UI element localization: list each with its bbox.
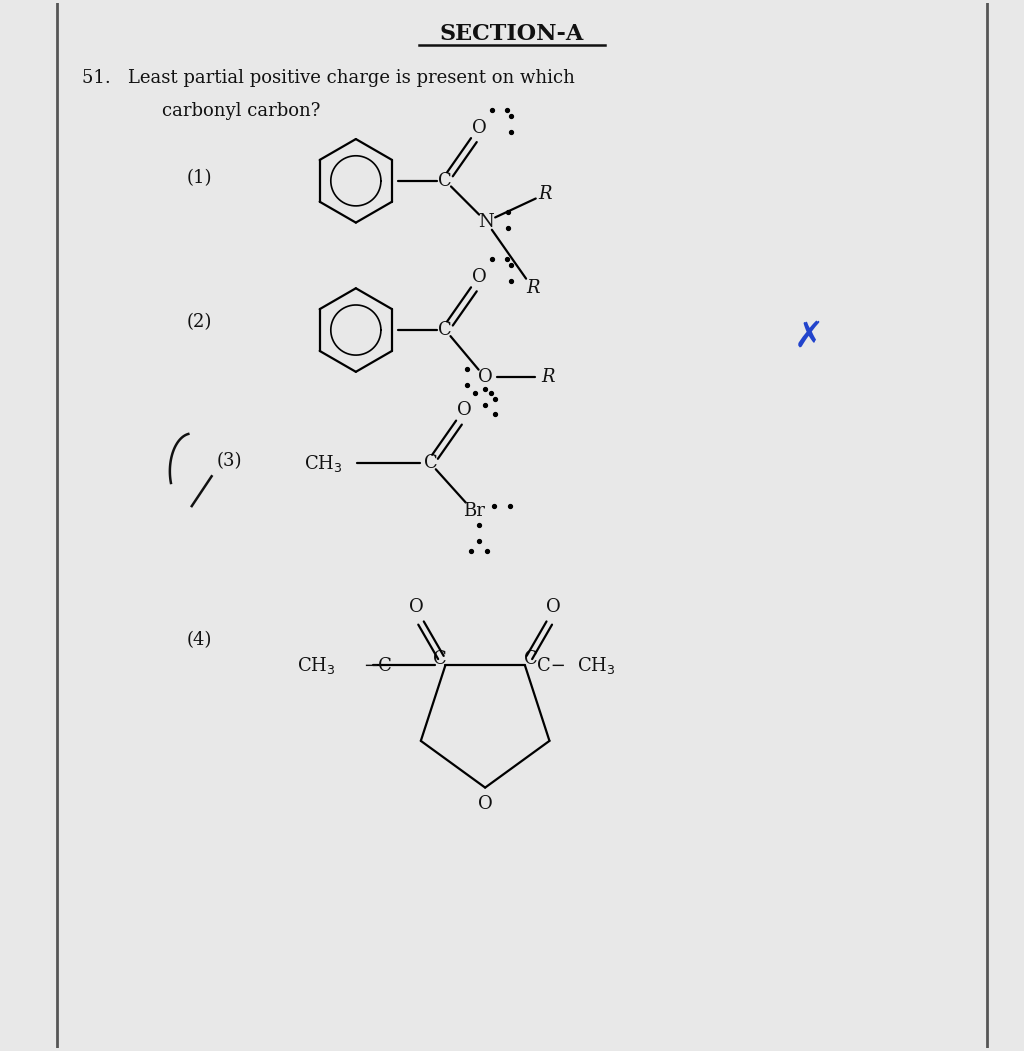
Text: (3): (3) bbox=[217, 452, 242, 471]
Text: carbonyl carbon?: carbonyl carbon? bbox=[162, 102, 321, 120]
Text: O: O bbox=[458, 401, 472, 419]
Text: C: C bbox=[424, 454, 437, 472]
Text: R: R bbox=[538, 185, 552, 203]
Text: O: O bbox=[477, 368, 493, 387]
Text: (1): (1) bbox=[186, 169, 212, 187]
Text: 51.   Least partial positive charge is present on which: 51. Least partial positive charge is pre… bbox=[82, 69, 575, 87]
Text: C: C bbox=[432, 651, 446, 668]
Text: Br: Br bbox=[463, 502, 484, 520]
Text: (4): (4) bbox=[186, 632, 212, 650]
Text: CH$_3$: CH$_3$ bbox=[577, 655, 615, 676]
Text: C: C bbox=[438, 171, 453, 190]
Text: O: O bbox=[478, 795, 493, 812]
Text: O: O bbox=[410, 598, 424, 616]
Text: C: C bbox=[524, 651, 538, 668]
Text: CH$_3$: CH$_3$ bbox=[304, 453, 342, 474]
Text: (2): (2) bbox=[186, 313, 212, 331]
Text: O: O bbox=[547, 598, 561, 616]
Text: CH$_3$: CH$_3$ bbox=[297, 655, 336, 676]
Text: C: C bbox=[438, 321, 453, 339]
Text: ✗: ✗ bbox=[794, 320, 823, 354]
Text: SECTION-A: SECTION-A bbox=[440, 23, 584, 44]
Text: R: R bbox=[541, 368, 554, 387]
Text: O: O bbox=[472, 268, 487, 286]
Text: N: N bbox=[478, 212, 494, 230]
Text: O: O bbox=[472, 119, 487, 137]
Text: −C: −C bbox=[362, 657, 392, 675]
Text: C−: C− bbox=[537, 657, 565, 675]
Text: R: R bbox=[526, 280, 540, 297]
